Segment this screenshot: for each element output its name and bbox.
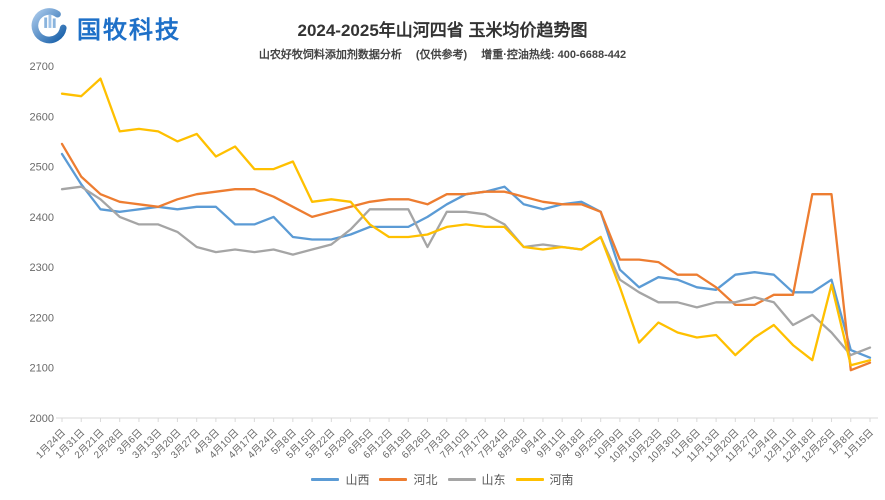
y-axis-tick-label: 2200 [30, 312, 54, 324]
y-axis-tick-label: 2100 [30, 363, 54, 375]
legend-item-河北: 河北 [379, 471, 438, 488]
series-line-河南 [60, 77, 872, 367]
legend-label: 河南 [549, 473, 574, 487]
y-axis-tick-label: 2700 [30, 61, 54, 73]
series-line-山东 [60, 185, 872, 357]
trend-chart: 200021002200230024002500260027001月24日1月3… [30, 61, 878, 465]
legend-item-河南: 河南 [515, 471, 574, 488]
legend-swatch [515, 478, 544, 481]
legend-swatch [379, 478, 408, 481]
logo-globe-icon [31, 8, 67, 44]
y-axis-tick-label: 2000 [30, 413, 54, 425]
y-axis-tick-label: 2300 [30, 262, 54, 274]
company-logo: 国牧科技 [30, 8, 181, 46]
legend-swatch [311, 478, 340, 481]
legend-label: 山西 [345, 473, 370, 487]
company-name: 国牧科技 [77, 16, 181, 44]
legend-label: 山东 [481, 473, 506, 487]
y-axis-tick-label: 2400 [30, 212, 54, 224]
y-axis-tick-label: 2500 [30, 162, 54, 174]
legend-item-山西: 山西 [311, 471, 369, 488]
y-axis-tick-label: 2600 [30, 111, 54, 123]
legend-label: 河北 [413, 473, 438, 487]
legend-swatch [447, 478, 476, 481]
series-line-河北 [60, 142, 872, 372]
chart-legend: 山西 河北 山东 河南 [0, 471, 885, 488]
series-line-山西 [60, 152, 872, 359]
legend-item-山东: 山东 [447, 471, 506, 488]
